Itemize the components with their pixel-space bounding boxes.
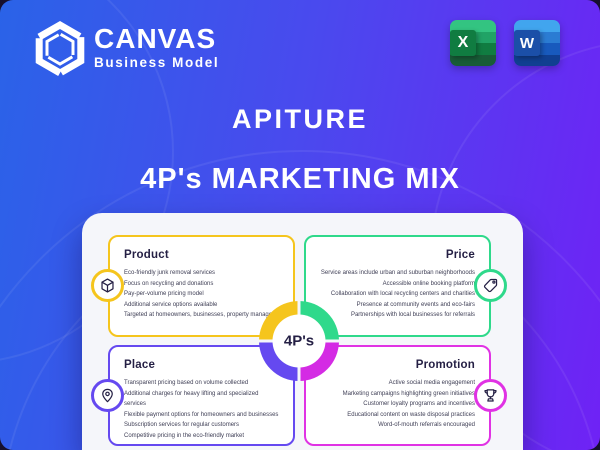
list-item: Focus on recycling and donations xyxy=(124,280,214,287)
map-pin-icon xyxy=(102,388,113,403)
list-item: Additional service options available xyxy=(124,301,218,308)
list-item: Active social media engagement xyxy=(388,380,475,386)
place-card-title: Place xyxy=(124,359,156,371)
list-item: Educational content on waste disposal pr… xyxy=(347,411,475,418)
product-badge xyxy=(91,269,124,302)
list-item: Partnerships with local businesses for r… xyxy=(350,312,475,319)
list-item: Flexible payment options for homeowners … xyxy=(124,411,279,418)
place-card: Place Transparent pricing based on volum… xyxy=(108,345,295,446)
list-item: Subscription services for regular custom… xyxy=(124,422,240,429)
four-ps-donut: 4P's xyxy=(259,301,339,381)
list-item: Service areas include urban and suburban… xyxy=(320,270,475,276)
place-badge xyxy=(91,379,124,412)
promotion-badge xyxy=(474,379,507,412)
list-item: Accessible online booking platform xyxy=(382,280,475,287)
trophy-icon xyxy=(484,389,497,402)
list-item: Additional charges for heavy lifting and… xyxy=(124,390,259,408)
brand-subtitle: Business Model xyxy=(94,55,220,71)
promotion-card-title: Promotion xyxy=(415,359,475,371)
list-item: Eco-friendly junk removal services xyxy=(124,270,216,276)
price-badge xyxy=(474,269,507,302)
price-card: Price Service areas include urban and su… xyxy=(304,235,491,337)
hexagon-knot-logo-icon xyxy=(35,20,85,76)
list-item: Word-of-mouth referrals encouraged xyxy=(378,422,475,429)
list-item: Competitive pricing in the eco-friendly … xyxy=(124,432,245,439)
word-icon[interactable]: W xyxy=(514,20,560,66)
list-item: Targeted at homeowners, businesses, prop… xyxy=(124,312,278,319)
cube-icon xyxy=(101,278,114,293)
center-label: 4P's xyxy=(272,314,326,368)
product-card-title: Product xyxy=(124,249,169,261)
excel-icon[interactable]: X xyxy=(450,20,496,66)
page-title: 4P's MARKETING MIX xyxy=(140,163,460,195)
marketing-mix-panel: Product Eco-friendly junk removal servic… xyxy=(82,213,523,450)
ripple-circle xyxy=(0,150,600,450)
tag-icon xyxy=(483,278,498,293)
list-item: Marketing campaigns highlighting green i… xyxy=(342,390,475,397)
list-item: Collaboration with local recycling cente… xyxy=(330,291,475,298)
word-letter: W xyxy=(514,30,540,56)
list-item: Transparent pricing based on volume coll… xyxy=(124,380,249,386)
excel-letter: X xyxy=(450,30,476,56)
brand-name: CANVAS xyxy=(94,23,217,54)
list-item: Presence at community events and eco-fai… xyxy=(356,301,475,308)
promotion-card: Promotion Active social media engagement… xyxy=(304,345,491,446)
brand-block: CANVAS Business Model xyxy=(94,23,220,71)
price-card-title: Price xyxy=(445,249,475,261)
list-item: Pay-per-volume pricing model xyxy=(124,291,204,298)
company-title: APITURE xyxy=(231,104,368,134)
list-item: Customer loyalty programs and incentives xyxy=(363,401,475,408)
